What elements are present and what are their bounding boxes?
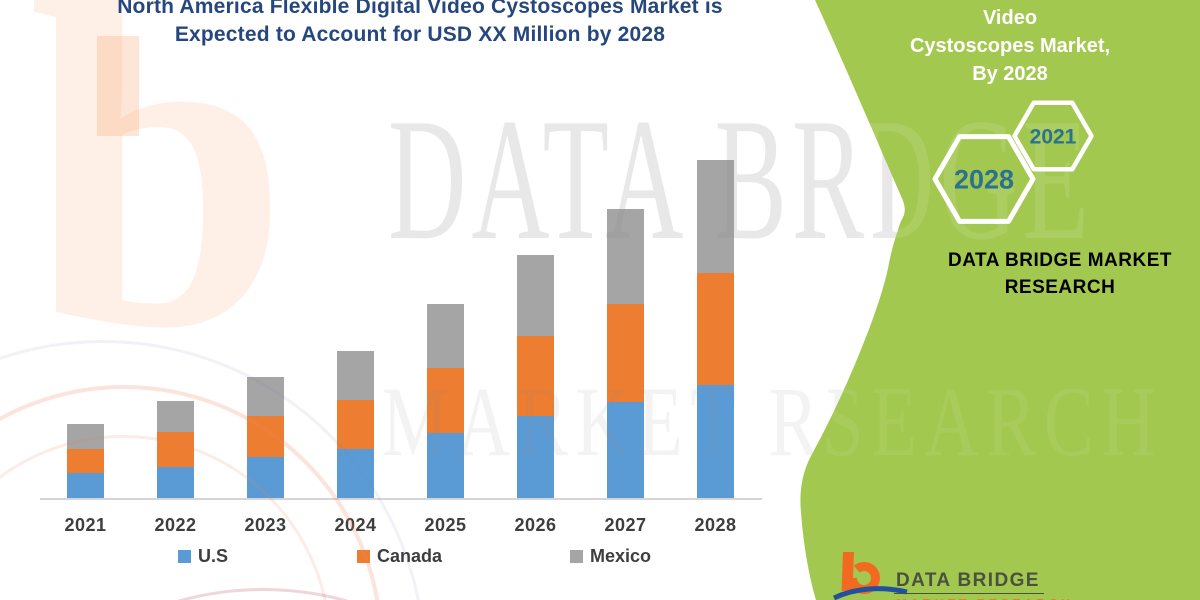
segment-mexico-2025: [427, 304, 464, 368]
segment-us-2022: [157, 467, 194, 498]
footer-brand-underline: [894, 592, 1044, 594]
panel-brand-caption: DATA BRIDGE MARKET RESEARCH: [900, 247, 1200, 301]
panel-brand-caption-line2: RESEARCH: [1004, 277, 1116, 298]
segment-us-2021: [67, 473, 104, 498]
legend-label: Canada: [377, 546, 443, 566]
segment-us-2028: [697, 385, 734, 498]
legend-swatch-canada: [357, 550, 370, 563]
segment-mexico-2022: [157, 401, 194, 432]
bar-2022: [157, 401, 194, 498]
segment-canada-2023: [247, 416, 284, 457]
legend-item-canada: Canada: [357, 546, 442, 567]
legend-swatch-mexico: [570, 550, 583, 563]
bar-2028: [697, 160, 734, 498]
footer-brand-text: DATA BRIDGE: [896, 570, 1040, 591]
segment-us-2024: [337, 449, 374, 498]
legend-item-us: U.S: [178, 546, 228, 567]
panel-brand-caption-line1: DATA BRIDGE MARKET: [948, 250, 1172, 271]
footer-subbrand-text-clipped: MARKET RESEARCH: [896, 596, 1073, 600]
chart-title: North America Flexible Digital Video Cys…: [25, 0, 815, 49]
legend-item-mexico: Mexico: [570, 546, 651, 567]
legend-label: U.S: [198, 546, 229, 566]
chart-title-line1: North America Flexible Digital Video Cys…: [117, 0, 723, 18]
segment-mexico-2028: [697, 160, 734, 273]
segment-mexico-2023: [247, 377, 284, 416]
segment-mexico-2021: [67, 424, 104, 449]
panel-heading-clipped-line: North America Flexible Digital Video: [868, 0, 1152, 29]
segment-us-2023: [247, 457, 284, 498]
bar-2025: [427, 304, 464, 498]
hexagon-2021-outline: [1012, 100, 1094, 172]
hexagon-2028: 2028: [932, 134, 1036, 224]
dbmr-logo-icon: [833, 552, 908, 600]
segment-us-2025: [427, 433, 464, 498]
dbmr-b-bowl: [848, 562, 880, 594]
x-axis-label-2025: 2025: [424, 515, 467, 535]
segment-canada-2024: [337, 400, 374, 449]
segment-mexico-2027: [607, 209, 644, 304]
legend-swatch-us: [178, 550, 191, 563]
segment-canada-2028: [697, 273, 734, 385]
segment-us-2027: [607, 402, 644, 498]
segment-canada-2022: [157, 432, 194, 467]
segment-canada-2026: [517, 336, 554, 416]
x-axis-label-2022: 2022: [154, 515, 197, 535]
segment-canada-2021: [67, 449, 104, 473]
x-axis-label-2027: 2027: [604, 515, 647, 535]
hexagon-2021-label: 2021: [1030, 126, 1077, 149]
x-axis-label-2028: 2028: [694, 515, 737, 535]
bar-2027: [607, 209, 644, 498]
segment-mexico-2024: [337, 351, 374, 400]
segment-mexico-2026: [517, 255, 554, 336]
x-axis-label-2023: 2023: [244, 515, 287, 535]
hexagon-2028-outline: [932, 134, 1036, 224]
x-axis-label-2026: 2026: [514, 515, 557, 535]
hexagon-2028-label: 2028: [954, 165, 1014, 195]
hexagon-badges: 2021 2028: [932, 100, 1094, 224]
panel-heading: North America Flexible Digital Video Cys…: [845, 0, 1175, 88]
legend-label: Mexico: [590, 546, 652, 566]
x-axis-line: [40, 498, 762, 500]
panel-heading-line2: By 2028: [972, 63, 1048, 85]
x-axis-label-2021: 2021: [64, 515, 107, 535]
x-axis-label-2024: 2024: [334, 515, 377, 535]
bar-2024: [337, 351, 374, 498]
bar-2026: [517, 255, 554, 498]
hexagon-2021: 2021: [1012, 100, 1094, 172]
segment-canada-2025: [427, 368, 464, 433]
segment-canada-2027: [607, 304, 644, 402]
bar-2021: [67, 424, 104, 498]
bar-2023: [247, 377, 284, 498]
panel-heading-line1: Cystoscopes Market,: [909, 35, 1111, 57]
dbmr-swirl-icon: [833, 586, 908, 600]
green-panel-shape: [800, 0, 1200, 600]
chart-title-line2: Expected to Account for USD XX Million b…: [174, 23, 666, 46]
segment-us-2026: [517, 416, 554, 498]
